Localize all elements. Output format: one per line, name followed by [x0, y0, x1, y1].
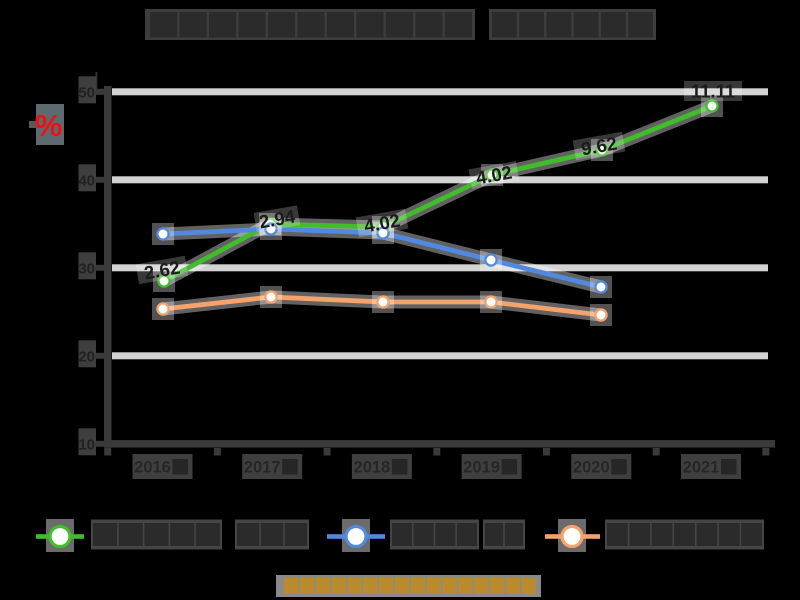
- svg-text:2021: 2021: [683, 459, 720, 477]
- svg-text:2016: 2016: [134, 459, 171, 477]
- svg-text:10: 10: [78, 436, 95, 453]
- svg-text:2020: 2020: [573, 459, 610, 477]
- svg-text:2019: 2019: [463, 459, 500, 477]
- svg-text:20: 20: [78, 348, 95, 365]
- svg-text:2017: 2017: [244, 459, 281, 477]
- svg-text:11.11: 11.11: [691, 81, 735, 102]
- svg-text:40: 40: [78, 172, 95, 189]
- svg-text:%: %: [35, 108, 63, 143]
- svg-text:2018: 2018: [354, 459, 391, 477]
- svg-text:30: 30: [78, 260, 95, 277]
- svg-text:50: 50: [78, 84, 95, 101]
